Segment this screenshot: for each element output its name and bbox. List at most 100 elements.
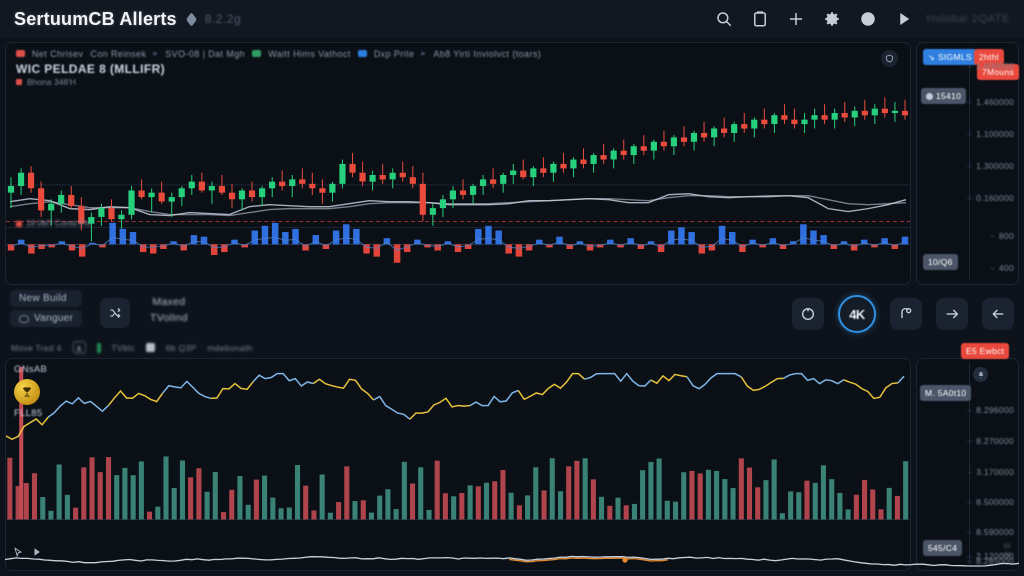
macd-legend-text: 18 0M? Comd-5% — [26, 219, 91, 228]
mid-toolbar: New Build Vanguer Maxed TVolInd Move Tre… — [0, 288, 1024, 354]
vanguer-pill-label: Vanguer — [34, 313, 74, 324]
target-icon-button[interactable] — [792, 298, 824, 330]
legend-item-4: Dxp Prite — [373, 48, 415, 59]
legend-separator-2: ▸ — [421, 48, 427, 58]
sub-toolbar-label-1[interactable]: TVblc — [111, 342, 135, 353]
axis-tick: 8.296000 — [967, 405, 1014, 415]
alert-badge-red[interactable]: E5 Ewbct — [961, 343, 1010, 359]
legend-separator: ▸ — [153, 48, 159, 58]
sub-toolbar-label-0[interactable]: Move Tred 4 — [11, 342, 62, 353]
axis-tick: 1.600000 — [967, 61, 1014, 71]
macd-dot-icon — [16, 220, 22, 227]
price-badge-red-top[interactable]: 2hthl — [974, 49, 1004, 65]
axis-tick: 3.170000 — [967, 467, 1014, 477]
coin-label-top: GNsAB — [14, 364, 48, 375]
plus-icon[interactable] — [787, 10, 805, 28]
top-bar: SertuumCB Allerts 8.2.2g Holobal 2QATE — [0, 0, 1024, 38]
bell-icon[interactable] — [973, 367, 988, 382]
clock-icon[interactable] — [859, 10, 877, 28]
price-badge-red-bottom[interactable]: 7Mouns — [977, 64, 1020, 80]
arrow-left-icon — [992, 309, 1004, 319]
axis-tick: 1.100000 — [967, 129, 1014, 139]
axis-tick: 1.300000 — [967, 161, 1014, 171]
axis-tick: 1.460000 — [967, 97, 1014, 107]
diamond-icon — [185, 11, 197, 27]
value-badge-bottom-sub[interactable]: 545/C4 — [923, 540, 963, 556]
macd-legend: 18 0M? Comd-5% — [16, 219, 90, 228]
bottom-note-line2: rnb — [1000, 552, 1011, 559]
alert-badge-red-label: E5 Ewbct — [966, 346, 1005, 356]
sub-toolbar-label-3[interactable]: mdebonath — [207, 342, 253, 353]
download-icon[interactable] — [72, 341, 86, 354]
chart-subtitle: Bhona 348'H — [27, 77, 76, 87]
arrow-left-button[interactable] — [982, 298, 1014, 330]
legend-item-1: Con Reinsek — [90, 48, 147, 59]
magnet-icon — [901, 308, 912, 318]
arrow-right-button[interactable] — [936, 298, 968, 330]
signal-badge-blue-label: SIGMLS — [938, 52, 972, 62]
shield-icon[interactable] — [881, 50, 898, 67]
value-badge-bottom-label: 10/Q6 — [928, 257, 953, 267]
legend-color-swatch-blue — [357, 50, 367, 57]
price-badge-red-top-label: 2hthl — [979, 52, 999, 62]
cursor-icon[interactable] — [13, 544, 23, 562]
vanguer-pill[interactable]: Vanguer — [10, 310, 83, 327]
bottom-note-line1: lzr — [1003, 543, 1011, 550]
fourk-icon-button[interactable]: 4K — [838, 295, 876, 333]
top-bar-note: Holobal 2QATE — [926, 13, 1010, 25]
value-badge-bottom[interactable]: 10/Q6 — [923, 254, 958, 270]
indicator-axis-panel[interactable]: E5 Ewbct M. 5A0t10 545/C4 8.296000 8.270… — [916, 343, 1019, 571]
top-toolbar: Holobal 2QATE — [715, 0, 1016, 38]
legend-color-swatch-green — [252, 50, 262, 57]
checkbox-icon[interactable] — [145, 343, 155, 352]
legend-item-5: Ab8 Yirti Inviolvct (toars) — [433, 48, 542, 59]
right-tool-group: 4K — [792, 295, 1014, 333]
play-icon[interactable] — [32, 544, 42, 562]
magnet-icon-button[interactable] — [890, 298, 922, 330]
axis-tick: 800 — [989, 231, 1014, 241]
axis-tick: 2.120000 — [967, 551, 1014, 561]
shuffle-button[interactable] — [100, 298, 130, 328]
value-badge-gray-sub-label: M. 5A0t10 — [925, 388, 967, 398]
app-title: SertuumCB Allerts — [14, 8, 177, 29]
axis-tick: 8.270000 — [967, 436, 1014, 446]
new-build-pill[interactable]: New Build — [10, 290, 83, 307]
fourk-icon: 4K — [849, 306, 865, 322]
trophy-icon[interactable] — [14, 379, 40, 405]
mode-label-top: Maxed — [152, 296, 186, 308]
main-price-axis-panel[interactable]: ↘ SIGMLS 2hthl 7Mouns 15410 10/Q6 1.6000… — [916, 42, 1020, 285]
clipboard-icon[interactable] — [751, 10, 769, 28]
legend-item-3: Waitt Hims Vathoct — [268, 48, 351, 59]
gray-badge-dot-icon — [926, 92, 933, 100]
main-chart-panel[interactable]: Net Chrisev Con Reinsek ▸ SVO-08 | Dat M… — [5, 42, 911, 285]
sub-toolbar: Move Tred 4 TVblc 6b Q3P mdebonath — [11, 341, 253, 354]
value-badge-gray[interactable]: 15410 — [921, 88, 967, 104]
shuffle-icon — [110, 307, 121, 319]
legend-item-0: Net Chrisev — [32, 48, 84, 59]
value-badge-gray-sub[interactable]: M. 5A0t10 — [920, 385, 972, 401]
main-chart-canvas[interactable] — [6, 43, 910, 284]
signal-badge-blue[interactable]: ↘ SIGMLS — [923, 49, 977, 65]
badge-arrow-icon: ↘ — [928, 52, 936, 62]
bottom-strip[interactable]: lzr rnb — [5, 536, 1019, 574]
app-title-version: 8.2.2g — [204, 12, 242, 26]
chart-subtitle-row: Bhona 348'H — [16, 77, 76, 87]
play-icon[interactable] — [895, 10, 913, 28]
gear-icon[interactable] — [823, 10, 841, 28]
bar-icon — [96, 342, 101, 353]
playback-controls — [13, 544, 42, 562]
indicator-chart-canvas[interactable] — [6, 359, 910, 570]
cloud-icon — [19, 314, 29, 323]
sparkline-svg — [5, 555, 1019, 567]
indicator-chart-panel[interactable]: GNsAB FLL85 — [5, 358, 911, 571]
axis-tick: 8.500000 — [967, 497, 1014, 507]
sub-axis-inner: E5 Ewbct M. 5A0t10 545/C4 8.296000 8.270… — [917, 343, 1018, 570]
sub-toolbar-label-2[interactable]: 6b Q3P — [165, 342, 197, 353]
mode-pill-group: New Build Vanguer — [10, 290, 83, 327]
mode-label-bottom: TVolInd — [150, 312, 188, 324]
indicator-svg — [6, 366, 910, 520]
search-icon[interactable] — [715, 10, 733, 28]
candlestick-svg — [6, 97, 910, 263]
value-badge-gray-label: 15410 — [936, 91, 962, 101]
